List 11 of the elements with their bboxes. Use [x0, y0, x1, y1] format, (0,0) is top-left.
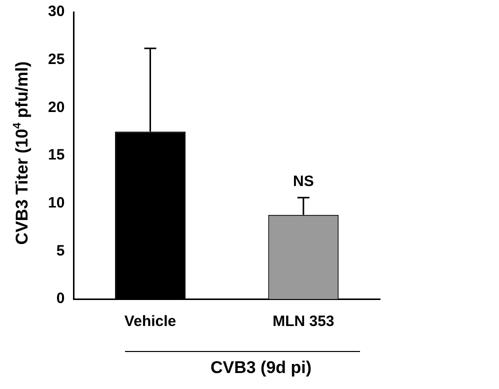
y-tick-label: 20: [48, 98, 65, 116]
x-tick-label: Vehicle: [124, 313, 176, 330]
y-tick-label: 5: [56, 242, 65, 260]
y-tick-label: 10: [48, 194, 65, 212]
x-axis-title: CVB3 (9d pi): [209, 358, 313, 378]
y-tick-label: 0: [56, 290, 65, 308]
y-tick-label: 15: [48, 146, 65, 164]
y-tick-label: 30: [48, 3, 65, 20]
annotation: NS: [293, 173, 314, 190]
x-tick-label: MLN 353: [272, 313, 334, 330]
y-tick-label: 25: [48, 50, 65, 68]
